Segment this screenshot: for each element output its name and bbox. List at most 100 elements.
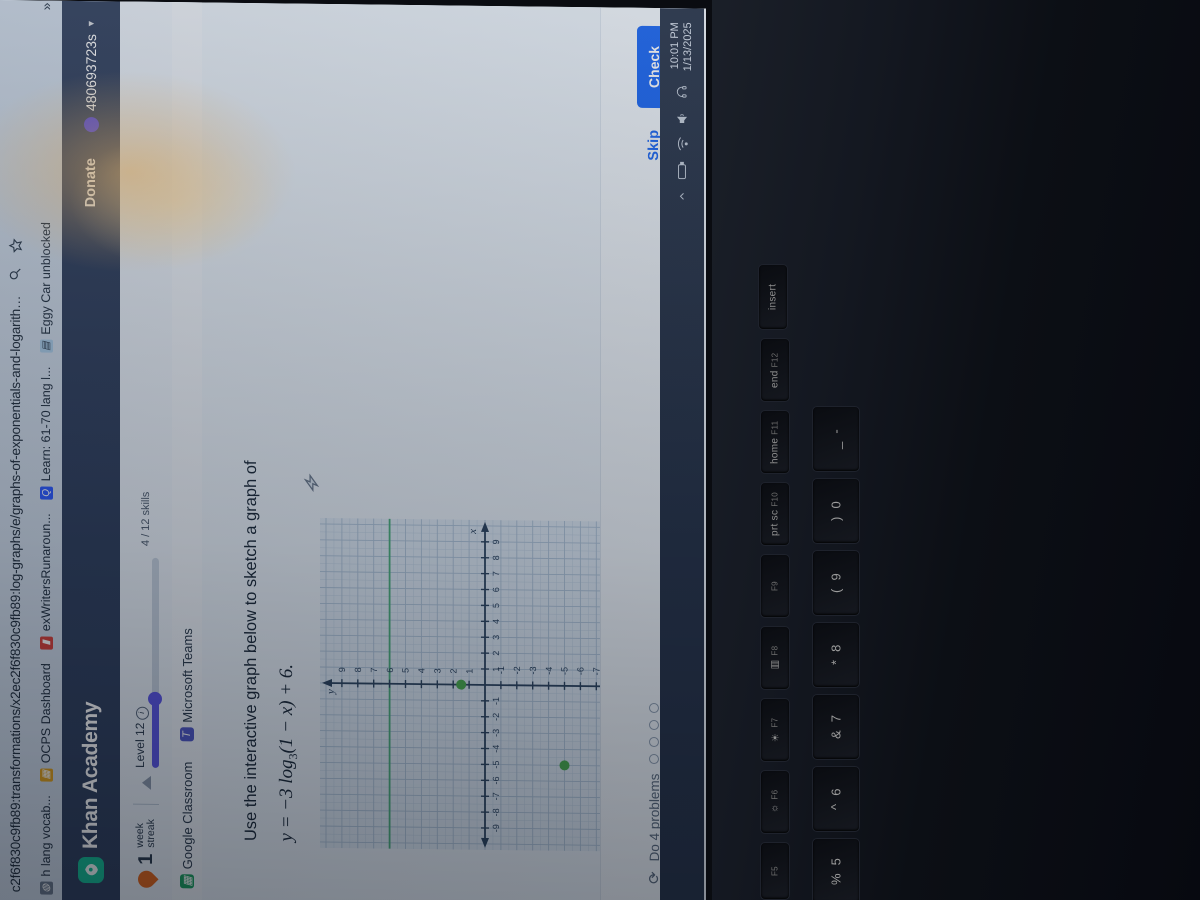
laptop-screen: c2f6f830c9fb89:transformations/x2ec2f6f8…	[0, 0, 706, 900]
x-tick-label: 6	[491, 587, 501, 592]
flame-icon	[133, 867, 159, 892]
screen-bezel: c2f6f830c9fb89:transformations/x2ec2f6f8…	[0, 0, 706, 900]
microsoft-teams-icon: T	[180, 727, 194, 742]
key-minus[interactable]: _ -	[812, 406, 860, 472]
windows-taskbar: 10:01 PM 1/13/2025	[660, 8, 706, 900]
y-tick-label: 4	[417, 668, 427, 673]
key-f9[interactable]: F9	[760, 554, 790, 618]
streak-widget[interactable]: 1 week streak	[133, 819, 159, 892]
problem-dot	[649, 753, 659, 764]
wifi-icon[interactable]	[669, 131, 695, 157]
key-home-f11[interactable]: home F11	[760, 410, 790, 474]
app-links-row: ▦ Google Classroom T Microsoft Teams	[172, 0, 202, 900]
google-classroom-link[interactable]: ▦ Google Classroom	[180, 762, 195, 889]
avatar	[83, 117, 99, 133]
bookmark-label: OCPS Dashboard	[39, 663, 53, 764]
x-tick-label: -9	[491, 824, 501, 832]
level-progress-knob	[148, 691, 162, 706]
account-menu[interactable]: 480693723s ▼	[83, 19, 99, 133]
x-tick-label: -3	[491, 729, 501, 737]
y-tick-label: -6	[576, 667, 586, 675]
key-0[interactable]: ) 0	[812, 478, 860, 544]
address-bar[interactable]: c2f6f830c9fb89:transformations/x2ec2f6f8…	[2, 0, 28, 900]
volume-icon[interactable]	[669, 105, 695, 131]
x-tick-label: 3	[491, 635, 501, 640]
key-7[interactable]: & 7	[812, 694, 860, 760]
app-label: Google Classroom	[179, 761, 195, 870]
y-tick-label: 6	[385, 668, 395, 673]
key-5[interactable]: % 5	[812, 838, 860, 900]
donate-button[interactable]: Donate	[83, 158, 99, 208]
x-tick-label: -8	[491, 808, 501, 816]
search-icon[interactable]	[5, 264, 25, 284]
bookmark-star-icon[interactable]	[5, 236, 25, 256]
browser-window: c2f6f830c9fb89:transformations/x2ec2f6f8…	[0, 0, 706, 900]
bookmarks-overflow-icon[interactable]: »	[38, 2, 54, 11]
key-f7[interactable]: ☀ F7	[760, 698, 790, 762]
streak-label-streak: streak	[145, 819, 157, 848]
app-label: Microsoft Teams	[179, 628, 195, 723]
x-tick-label: 2	[491, 651, 501, 656]
headset-icon[interactable]	[669, 79, 695, 105]
equation-head: y = −3 log	[276, 759, 297, 842]
x-tick-label: -6	[491, 776, 501, 784]
info-icon[interactable]: i	[136, 706, 149, 720]
streak-level-strip: 1 week streak Level 12 i	[120, 1, 172, 900]
key-f6[interactable]: ☼ F6	[760, 770, 790, 834]
bookmark-label: exWritersRunaroun...	[39, 513, 53, 632]
account-name: 480693723s	[83, 33, 99, 112]
chevron-up-icon[interactable]	[669, 183, 695, 209]
question-text: Use the interactive graph below to sketc…	[238, 281, 306, 842]
problem-dot	[649, 702, 659, 713]
bookmark-item[interactable]: ◍ h lang vocab...	[39, 795, 53, 895]
streak-count: 1	[134, 853, 157, 865]
key-f8[interactable]: ▤ F8	[760, 626, 790, 690]
google-classroom-icon: ▦	[180, 874, 194, 889]
x-tick-label: -1	[491, 697, 501, 705]
microsoft-teams-link[interactable]: T Microsoft Teams	[180, 628, 195, 742]
bookmark-item[interactable]: ▦ OCPS Dashboard	[39, 663, 53, 782]
equation: y = −3 log3(1 − x) + 6.	[274, 281, 306, 842]
bookmark-item[interactable]: Q Learn: 61-70 lang l...	[39, 367, 53, 500]
chevron-down-icon: ▼	[86, 19, 96, 29]
y-tick-label: -4	[544, 667, 554, 675]
bookmark-label: Learn: 61-70 lang l...	[39, 366, 53, 482]
x-tick-label: -4	[491, 745, 501, 753]
x-tick-label: 8	[491, 555, 501, 560]
y-tick-label: -1	[496, 666, 506, 674]
equation-base: 3	[285, 753, 300, 760]
level-progress-bar	[148, 558, 162, 769]
y-tick-label: 3	[433, 668, 443, 673]
url-text: c2f6f830c9fb89:transformations/x2ec2f6f8…	[7, 292, 23, 893]
key-8[interactable]: * 8	[812, 622, 860, 688]
key-9[interactable]: ( 9	[812, 550, 860, 616]
y-tick-label: 8	[353, 667, 363, 672]
y-tick-label: 1	[464, 669, 474, 674]
key-prtsc-f10[interactable]: prt sc F10	[760, 482, 790, 546]
khan-academy-header: Khan Academy Donate 480693723s ▼	[62, 0, 120, 900]
key-end-f12[interactable]: end F12	[760, 338, 790, 402]
bookmark-item[interactable]: ▤ Eggy Car unblocked	[39, 222, 53, 353]
mouse-pointer-icon	[300, 472, 322, 494]
bookmark-item[interactable]: ▮ exWritersRunaroun...	[39, 513, 53, 650]
laptop-body: F5 ☼ F6 ☀ F7 ▤ F8 F9 prt sc F10 home F11…	[700, 0, 1200, 900]
y-tick-label: 7	[369, 667, 379, 672]
battery-icon[interactable]	[669, 157, 695, 183]
clock-date: 1/13/2025	[682, 22, 694, 72]
y-tick-label: 5	[401, 668, 411, 673]
x-tick-label: 5	[491, 603, 501, 608]
browser-chrome: c2f6f830c9fb89:transformations/x2ec2f6f8…	[0, 0, 62, 900]
khan-leaf-logo-icon[interactable]	[78, 856, 104, 884]
bookmark-label: Eggy Car unblocked	[39, 221, 53, 335]
clock[interactable]: 10:01 PM 1/13/2025	[669, 22, 695, 71]
x-tick-label: -2	[491, 713, 501, 721]
x-tick-label: -7	[491, 792, 501, 800]
khan-academy-brand[interactable]: Khan Academy	[79, 701, 102, 850]
key-f5[interactable]: F5	[760, 842, 790, 900]
key-insert[interactable]: insert	[758, 264, 788, 330]
y-tick-label: 2	[448, 668, 458, 673]
triangle-up-icon	[141, 776, 151, 791]
key-6[interactable]: ^ 6	[812, 766, 860, 832]
level-widget[interactable]: Level 12 i	[133, 558, 162, 791]
